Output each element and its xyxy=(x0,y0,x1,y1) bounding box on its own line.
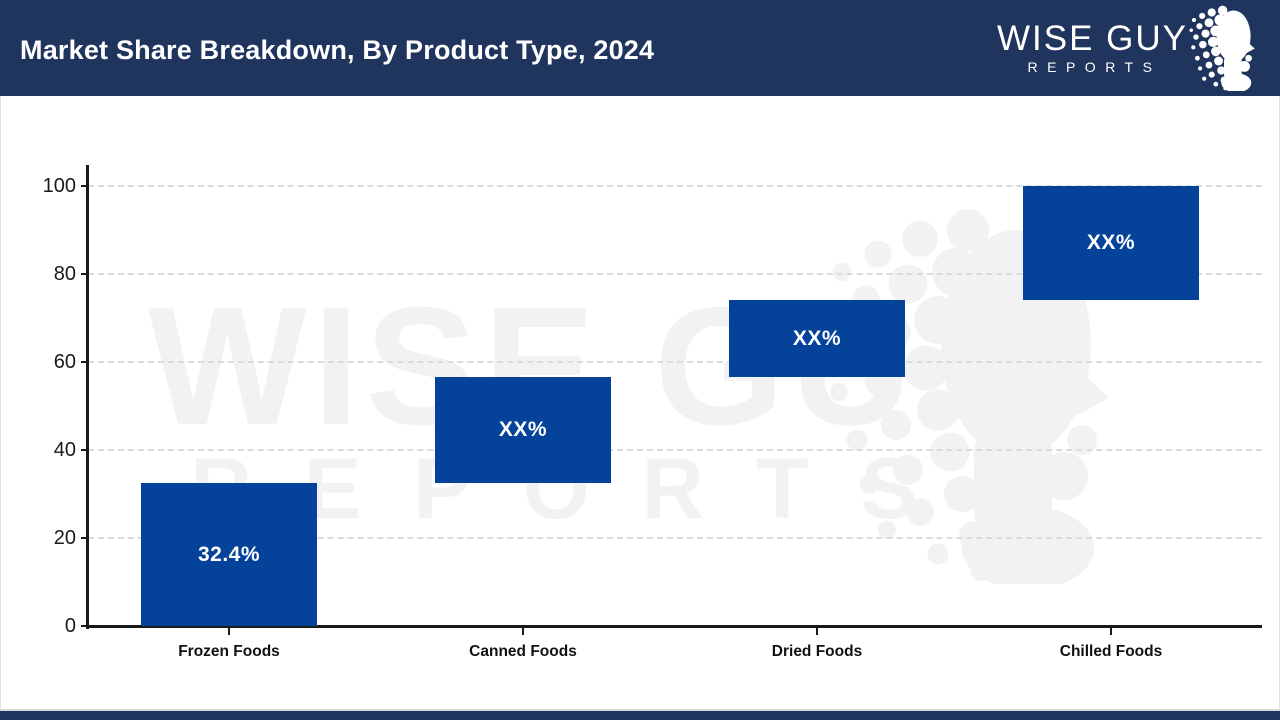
wiseguy-logo: WISE GUY REPORTS xyxy=(997,0,1270,96)
x-tick-frozen-foods xyxy=(228,628,230,635)
bar-chilled-foods: XX% xyxy=(1023,186,1199,301)
footer-bar xyxy=(0,709,1280,720)
y-tick-label-0: 0 xyxy=(64,615,76,637)
y-tick-80 xyxy=(81,273,88,275)
bar-value-label-chilled-foods: XX% xyxy=(1086,231,1136,255)
x-category-label-canned-foods: Canned Foods xyxy=(469,643,577,660)
y-axis-line xyxy=(86,165,89,629)
bar-canned-foods: XX% xyxy=(435,376,611,484)
bar-value-label-frozen-foods: 32.4% xyxy=(197,542,261,566)
page-border-left xyxy=(0,96,1,720)
gridline-y-20 xyxy=(88,537,1262,539)
y-tick-label-40: 40 xyxy=(53,439,76,461)
x-category-label-frozen-foods: Frozen Foods xyxy=(178,643,280,660)
gridline-y-60 xyxy=(88,361,1262,363)
gridline-y-100 xyxy=(88,185,1262,187)
x-category-label-dried-foods: Dried Foods xyxy=(771,643,863,660)
x-tick-chilled-foods xyxy=(1110,628,1112,635)
bar-frozen-foods: 32.4% xyxy=(141,483,317,626)
gridline-y-80 xyxy=(88,273,1262,275)
bar-dried-foods: XX% xyxy=(729,300,905,377)
gridline-y-40 xyxy=(88,449,1262,451)
y-tick-label-80: 80 xyxy=(53,263,76,285)
y-tick-40 xyxy=(81,449,88,451)
y-tick-label-60: 60 xyxy=(53,351,76,373)
logo-wordmark: WISE GUY xyxy=(996,18,1188,58)
y-tick-label-20: 20 xyxy=(53,527,76,549)
y-tick-60 xyxy=(81,361,88,363)
x-tick-canned-foods xyxy=(522,628,524,635)
header-bar: Market Share Breakdown, By Product Type,… xyxy=(0,0,1280,96)
logo-head-icon xyxy=(1189,5,1255,91)
bar-value-label-dried-foods: XX% xyxy=(792,326,842,350)
y-tick-0 xyxy=(81,625,88,627)
x-category-label-chilled-foods: Chilled Foods xyxy=(1059,643,1163,660)
chart-title: Market Share Breakdown, By Product Type,… xyxy=(20,35,655,65)
logo-text: WISE GUY REPORTS xyxy=(996,18,1188,75)
x-tick-dried-foods xyxy=(816,628,818,635)
logo-subtext: REPORTS xyxy=(1027,58,1162,75)
bar-value-label-canned-foods: XX% xyxy=(498,418,548,442)
x-axis-line xyxy=(86,625,1262,628)
y-tick-100 xyxy=(81,185,88,187)
y-tick-label-100: 100 xyxy=(42,175,76,197)
y-tick-20 xyxy=(81,537,88,539)
